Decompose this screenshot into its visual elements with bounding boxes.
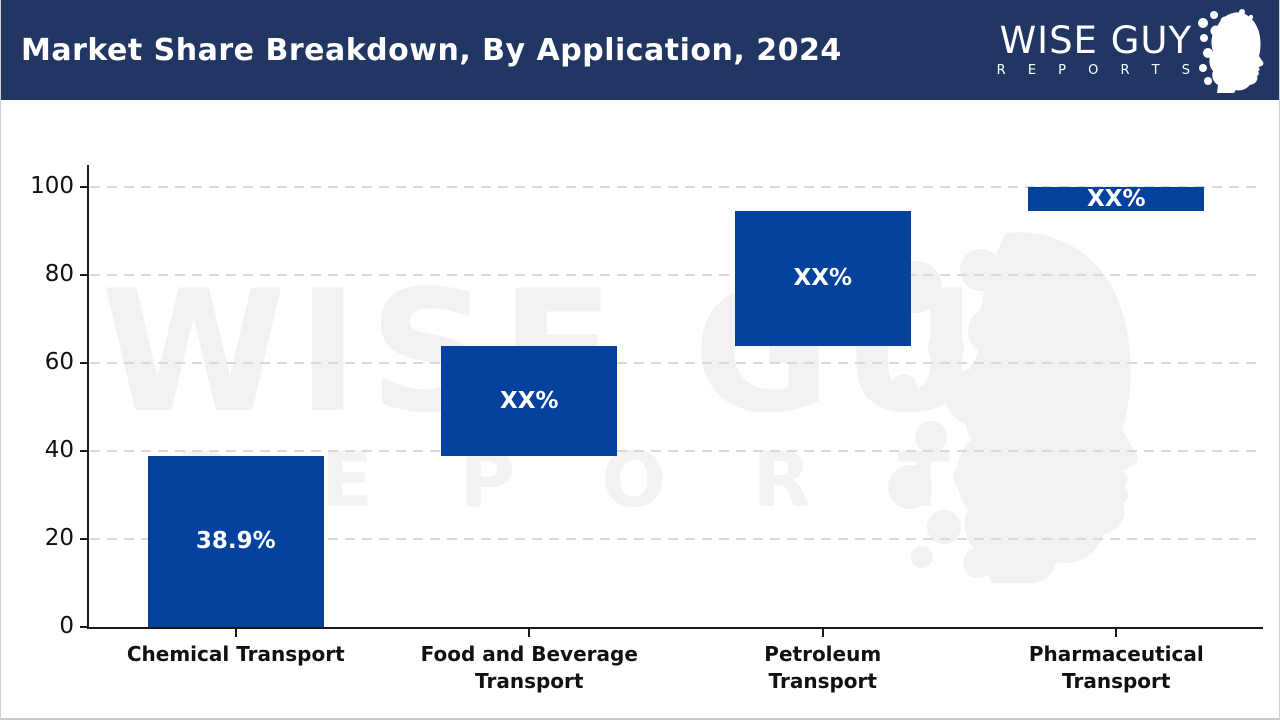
bar-4: XX% (1028, 185, 1205, 212)
gridline (90, 450, 1263, 452)
bar-value-label: XX% (1086, 185, 1146, 212)
bar-value-label: XX% (499, 387, 559, 414)
y-axis-tick (80, 538, 89, 540)
bar-value-label: 38.9% (195, 528, 276, 555)
face-watermark-icon (888, 232, 1138, 584)
gridline (90, 538, 1263, 540)
y-axis-tick (80, 450, 89, 452)
y-axis-tick-label: 60 (44, 349, 74, 375)
bar-1: 38.9% (147, 455, 324, 627)
x-axis-tick (528, 629, 531, 637)
x-axis-tick (1115, 629, 1118, 637)
y-axis-tick (80, 274, 89, 276)
gridline (90, 186, 1263, 188)
bar-2: XX% (441, 345, 618, 456)
chart-area: WISE GUY R E P O R T S 0 20 40 60 80 100 38.9%… (1, 100, 1279, 718)
x-axis-label: Petroleum Transport (764, 642, 882, 693)
gridline (90, 362, 1263, 364)
wiseguy-face-icon (1198, 9, 1264, 93)
gridline (90, 274, 1263, 276)
x-axis-line (87, 627, 1263, 629)
x-axis-label: Food and Beverage Transport (420, 642, 638, 693)
x-axis-tick (234, 629, 237, 637)
x-axis-label: Chemical Transport (126, 642, 345, 666)
logo-text: WISE GUY R E P O R T S (993, 22, 1199, 78)
y-axis-tick-label: 100 (30, 173, 74, 199)
wiseguy-logo: WISE GUY R E P O R T S (993, 7, 1267, 93)
watermark-subtext: R E P O R T S (176, 435, 1121, 524)
y-axis-tick (80, 186, 89, 188)
logo-subtext: R E P O R T S (996, 63, 1199, 78)
x-axis-label: Pharmaceutical Transport (1028, 642, 1204, 693)
y-axis-tick (80, 362, 89, 364)
y-axis-line (87, 165, 89, 629)
header: Market Share Breakdown, By Application, … (1, 0, 1279, 100)
y-axis-tick (80, 626, 89, 628)
y-axis-tick-label: 80 (44, 261, 74, 287)
y-axis-tick-label: 20 (44, 525, 74, 551)
bar-3: XX% (734, 210, 911, 346)
bar-value-label: XX% (793, 265, 852, 292)
y-axis-tick-label: 0 (59, 613, 74, 639)
y-axis-tick-label: 40 (44, 437, 74, 463)
page-title: Market Share Breakdown, By Application, … (21, 32, 842, 68)
x-axis-tick (821, 629, 824, 637)
logo-wordmark: WISE GUY (999, 19, 1193, 62)
